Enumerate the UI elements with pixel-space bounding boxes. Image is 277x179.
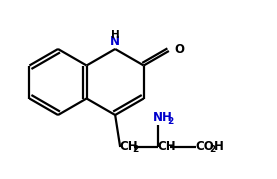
Text: H: H bbox=[214, 141, 224, 154]
Text: CH: CH bbox=[119, 141, 138, 154]
Text: CO: CO bbox=[195, 141, 214, 154]
Text: H: H bbox=[111, 30, 120, 40]
Text: 2: 2 bbox=[132, 145, 138, 154]
Text: O: O bbox=[174, 43, 184, 57]
Text: CH: CH bbox=[157, 141, 176, 154]
Text: N: N bbox=[110, 35, 120, 48]
Text: NH: NH bbox=[153, 111, 173, 124]
Text: 2: 2 bbox=[167, 117, 173, 126]
Text: 2: 2 bbox=[209, 145, 216, 154]
